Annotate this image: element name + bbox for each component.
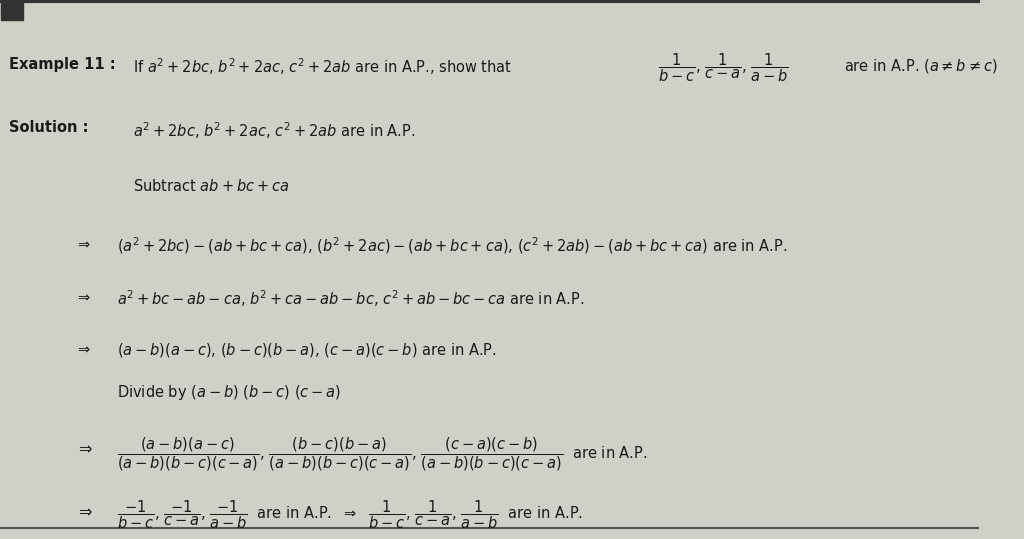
Text: Example 11 :: Example 11 : [9, 57, 116, 72]
Text: $\Rightarrow$: $\Rightarrow$ [75, 504, 92, 519]
Text: $\Rightarrow$: $\Rightarrow$ [75, 441, 92, 456]
Text: If $a^2 + 2bc$, $b^2 + 2ac$, $c^2 + 2ab$ are in A.P., show that: If $a^2 + 2bc$, $b^2 + 2ac$, $c^2 + 2ab$… [133, 57, 513, 78]
Text: $a^2 + 2bc$, $b^2 + 2ac$, $c^2 + 2ab$ are in A.P.: $a^2 + 2bc$, $b^2 + 2ac$, $c^2 + 2ab$ ar… [133, 120, 416, 141]
Text: $(a-b)(a-c)$, $(b-c)(b-a)$, $(c-a)(c-b)$ are in A.P.: $(a-b)(a-c)$, $(b-c)(b-a)$, $(c-a)(c-b)$… [117, 341, 497, 359]
Text: Solution :: Solution : [9, 120, 89, 135]
Text: $\Rightarrow$: $\Rightarrow$ [75, 341, 91, 356]
Text: Subtract $ab + bc + ca$: Subtract $ab + bc + ca$ [133, 178, 290, 194]
Text: $\dfrac{-1}{b-c}$, $\dfrac{-1}{c-a}$, $\dfrac{-1}{a-b}$  are in A.P.  $\Rightarr: $\dfrac{-1}{b-c}$, $\dfrac{-1}{c-a}$, $\… [117, 499, 583, 531]
Text: $\dfrac{1}{b-c}$, $\dfrac{1}{c-a}$, $\dfrac{1}{a-b}$: $\dfrac{1}{b-c}$, $\dfrac{1}{c-a}$, $\df… [658, 51, 788, 84]
Text: Divide by $(a-b)$ $(b-c)$ $(c-a)$: Divide by $(a-b)$ $(b-c)$ $(c-a)$ [117, 383, 341, 402]
Text: $\dfrac{(a-b)(a-c)}{(a-b)(b-c)(c-a)}$, $\dfrac{(b-c)(b-a)}{(a-b)(b-c)(c-a)}$, $\: $\dfrac{(a-b)(a-c)}{(a-b)(b-c)(c-a)}$, $… [117, 436, 647, 473]
Text: $a^2+bc-ab-ca$, $b^2+ca-ab-bc$, $c^2+ab-bc-ca$ are in A.P.: $a^2+bc-ab-ca$, $b^2+ca-ab-bc$, $c^2+ab-… [117, 288, 585, 309]
Bar [1, 2, 23, 20]
Text: are in A.P. $(a \neq b \neq c)$: are in A.P. $(a \neq b \neq c)$ [844, 57, 997, 75]
Text: $\Rightarrow$: $\Rightarrow$ [75, 288, 91, 303]
Text: $(a^2+2bc)-(ab+bc+ca)$, $(b^2+2ac)-(ab+bc+ca)$, $(c^2+2ab)-(ab+bc+ca)$ are in A.: $(a^2+2bc)-(ab+bc+ca)$, $(b^2+2ac)-(ab+b… [117, 236, 787, 257]
Text: $\Rightarrow$: $\Rightarrow$ [75, 236, 91, 251]
